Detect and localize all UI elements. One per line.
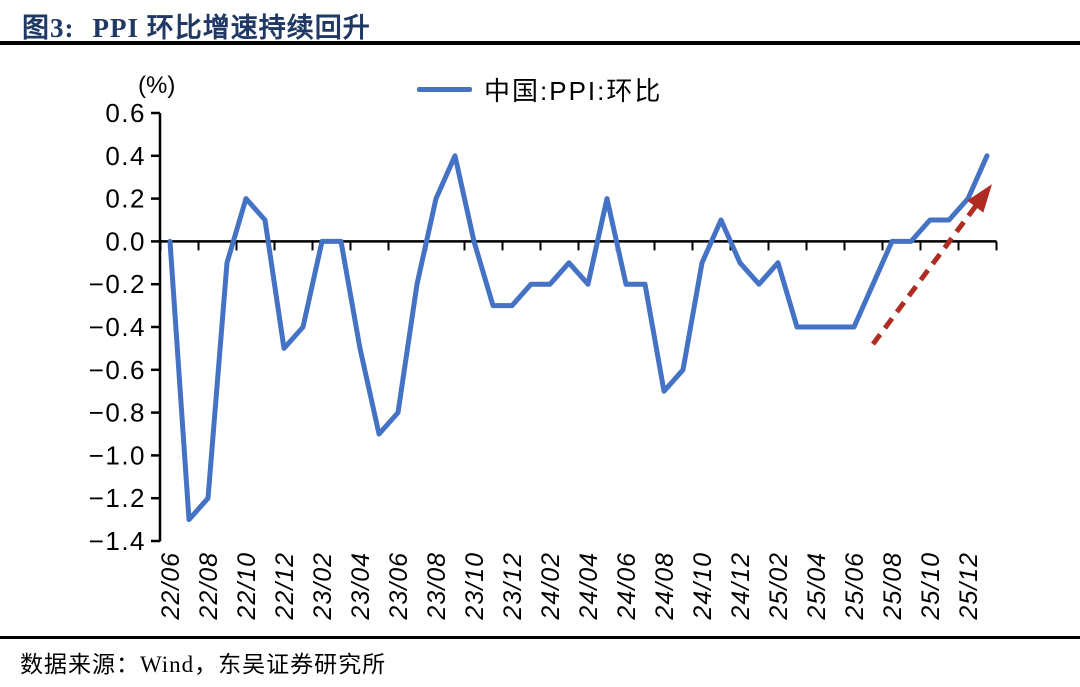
svg-text:23/04: 23/04 bbox=[347, 552, 375, 621]
svg-text:25/06: 25/06 bbox=[841, 552, 869, 621]
svg-text:22/12: 22/12 bbox=[271, 552, 299, 621]
svg-text:24/10: 24/10 bbox=[689, 552, 717, 621]
svg-text:−1.0: −1.0 bbox=[89, 440, 146, 470]
svg-text:22/06: 22/06 bbox=[157, 552, 185, 621]
svg-text:25/12: 25/12 bbox=[955, 552, 983, 621]
svg-text:24/08: 24/08 bbox=[651, 552, 679, 621]
svg-text:22/08: 22/08 bbox=[195, 552, 223, 621]
svg-text:−0.8: −0.8 bbox=[89, 398, 146, 428]
title-divider bbox=[0, 41, 1080, 45]
svg-text:22/10: 22/10 bbox=[233, 552, 261, 621]
svg-text:25/02: 25/02 bbox=[765, 552, 793, 621]
svg-text:−0.4: −0.4 bbox=[89, 312, 146, 342]
svg-text:24/06: 24/06 bbox=[613, 552, 641, 621]
chart-legend: 中国:PPI:环比 bbox=[417, 74, 662, 106]
svg-text:24/12: 24/12 bbox=[727, 552, 755, 621]
svg-text:0.6: 0.6 bbox=[105, 98, 146, 128]
legend-line-swatch bbox=[417, 86, 472, 92]
data-source-note: 数据来源：Wind，东吴证券研究所 bbox=[20, 652, 387, 677]
svg-text:−1.2: −1.2 bbox=[89, 483, 146, 513]
x-axis-labels: 22/06 22/08 22/10 22/12 23/02 23/04 23/06 23/08… bbox=[157, 552, 983, 621]
svg-text:23/10: 23/10 bbox=[461, 552, 489, 621]
svg-text:−0.6: −0.6 bbox=[89, 355, 146, 385]
svg-text:−1.4: −1.4 bbox=[89, 526, 146, 556]
svg-text:23/08: 23/08 bbox=[423, 552, 451, 621]
svg-text:23/02: 23/02 bbox=[309, 552, 337, 621]
y-axis-labels: 0.6 0.4 0.2 0.0 −0.2 −0.4 −0.6 −0.8 −1.0 −1.2 −1.4 bbox=[89, 98, 146, 556]
figure-title-text: PPI 环比增速持续回升 bbox=[92, 13, 371, 43]
svg-text:24/04: 24/04 bbox=[575, 552, 603, 621]
svg-text:25/08: 25/08 bbox=[879, 552, 907, 621]
svg-text:−0.2: −0.2 bbox=[89, 269, 146, 299]
legend-series-label: 中国:PPI:环比 bbox=[484, 75, 663, 106]
svg-text:25/04: 25/04 bbox=[803, 552, 831, 621]
figure-title: 图3: PPI 环比增速持续回升 bbox=[22, 6, 371, 45]
figure-label: 图3: bbox=[22, 13, 75, 43]
y-axis-ticks bbox=[151, 111, 160, 543]
svg-text:23/06: 23/06 bbox=[385, 552, 413, 621]
x-axis-ticks bbox=[159, 241, 998, 251]
svg-text:0.0: 0.0 bbox=[105, 226, 146, 256]
ppi-series-line bbox=[167, 153, 990, 523]
svg-text:25/10: 25/10 bbox=[917, 552, 945, 621]
footer-divider bbox=[0, 636, 1080, 639]
trend-arrow bbox=[870, 184, 992, 346]
svg-text:0.4: 0.4 bbox=[105, 141, 146, 171]
y-axis-unit-label: (%) bbox=[138, 72, 176, 99]
svg-text:0.2: 0.2 bbox=[105, 184, 146, 214]
svg-text:24/02: 24/02 bbox=[537, 552, 565, 621]
svg-text:23/12: 23/12 bbox=[499, 552, 527, 621]
